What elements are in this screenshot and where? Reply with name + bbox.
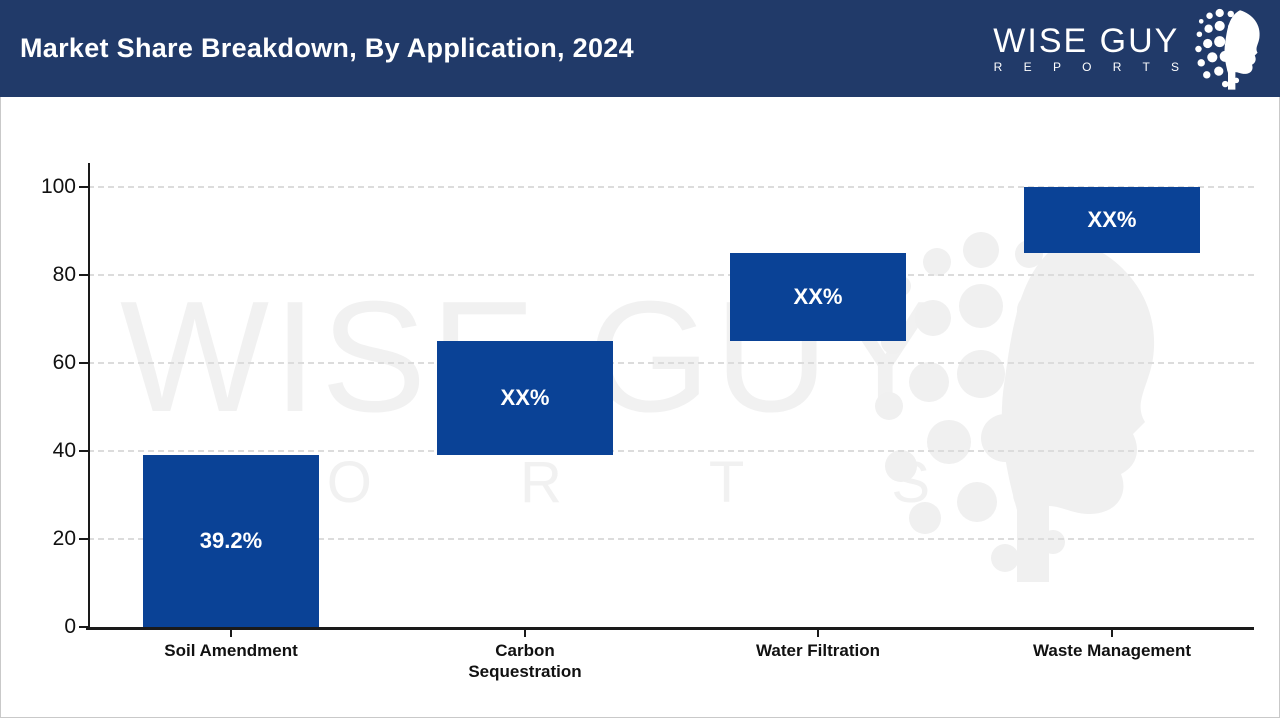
category-label-1: Carbon Sequestration [468,641,582,681]
gridline-80 [88,274,1254,276]
gridline-100 [88,186,1254,188]
y-tick-label-80: 80 [52,263,76,286]
category-label-2: Water Filtration [755,641,881,660]
y-tick-20 [79,538,88,540]
x-tick-1 [524,630,526,637]
y-tick-80 [79,274,88,276]
gridline-20 [88,538,1254,540]
y-tick-60 [79,362,88,364]
y-tick-100 [79,186,88,188]
bar-waste-management: XX% [1024,187,1200,253]
bar-carbon-sequestration: XX% [437,341,613,455]
wiseguy-face-icon [1195,8,1260,90]
logo-subtitle: R E P O R T S [993,60,1188,74]
logo-wordmark: WISE GUY [993,22,1180,60]
y-tick-label-40: 40 [52,439,76,462]
chart-area: WISE GUY P O R T S 0 20 40 60 80 100 39.2% Soil… [0,97,1280,718]
y-tick-0 [79,626,88,628]
x-tick-2 [817,630,819,637]
y-tick-40 [79,450,88,452]
wiseguy-logo: WISE GUY R E P O R T S [985,6,1264,92]
x-tick-0 [230,630,232,637]
y-axis-line [88,163,90,630]
y-tick-label-100: 100 [40,175,76,198]
y-tick-label-0: 0 [64,615,76,638]
bar-value-label: XX% [500,384,550,410]
bar-soil-amendment: 39.2% [143,454,319,627]
x-axis-line [86,627,1254,630]
category-label-3: Waste Management [1032,641,1192,660]
page-title: Market Share Breakdown, By Application, … [20,33,634,63]
gridline-60 [88,362,1254,364]
y-tick-label-60: 60 [52,351,76,374]
wiseguy-logo-text: WISE GUY R E P O R T S [985,23,1188,74]
bar-value-label: 39.2% [199,527,263,553]
category-label-0: Soil Amendment [164,641,298,660]
y-tick-label-20: 20 [52,527,76,550]
bar-water-filtration: XX% [730,253,906,341]
header-bar: Market Share Breakdown, By Application, … [0,0,1280,97]
bar-value-label: XX% [1087,207,1137,232]
gridline-40 [88,450,1254,452]
watermark-face-icon [875,232,1155,582]
x-tick-3 [1111,630,1113,637]
bar-value-label: XX% [793,284,843,309]
